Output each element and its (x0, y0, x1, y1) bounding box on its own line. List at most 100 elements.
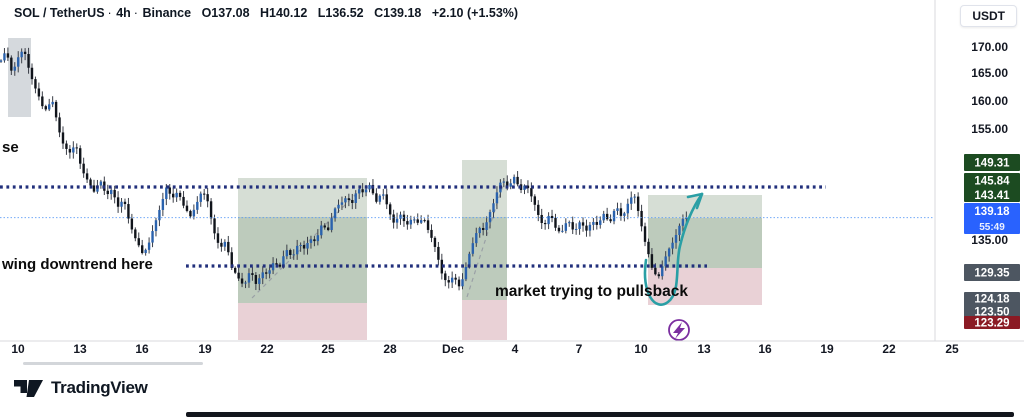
price-badge: 149.31 (964, 154, 1020, 171)
tradingview-logo[interactable]: TradingView (14, 378, 148, 398)
candle-down (202, 193, 206, 195)
chart-legend[interactable]: SOL / TetherUS · 4h · Binance O137.08 H140… (14, 6, 525, 20)
candle-down (134, 229, 137, 239)
candle-down (650, 254, 654, 268)
candle-up (602, 213, 605, 221)
candle-up (247, 273, 251, 283)
time-axis-label: 25 (945, 342, 959, 356)
candle-up (485, 222, 488, 231)
candle-down (388, 204, 392, 215)
tradingview-logo-icon (14, 379, 43, 397)
candle-up (337, 204, 340, 209)
candle-up (192, 209, 196, 217)
badge-price: 145.84 (974, 175, 1010, 187)
symbol-title[interactable]: SOL / TetherUS (14, 6, 105, 20)
dashed-trendline[interactable] (251, 189, 361, 299)
candle-down (326, 227, 330, 231)
candle-up (223, 241, 227, 247)
time-axis-label: 16 (135, 342, 149, 356)
candle-down (41, 96, 44, 107)
drawing-text-pullback[interactable]: market trying to pullsback (495, 283, 688, 300)
price-badge-bg (964, 316, 1020, 329)
candle-down (289, 250, 292, 255)
candle-up (344, 198, 347, 203)
candle-down (23, 51, 27, 54)
bottom-edge-bar (186, 412, 1014, 417)
candle-down (554, 218, 557, 228)
badge-price: 129.35 (974, 268, 1010, 280)
interval-label[interactable]: 4h (116, 6, 131, 20)
time-axis[interactable]: 10 13 16 19 22 25 28 Dec 4 7 10 13 16 19 22 25 (11, 342, 959, 356)
candle-up (419, 220, 423, 223)
candle-down (264, 272, 268, 274)
price-tick-label: 165.00 (971, 66, 1008, 80)
candle-down (585, 225, 588, 231)
time-axis-label: 19 (820, 342, 834, 356)
candle-down (426, 220, 430, 230)
candle-up (674, 234, 678, 243)
demand-zone-3-part (648, 195, 762, 218)
candle-up (626, 203, 630, 214)
candle-up (461, 279, 464, 287)
badge-price: 143.41 (974, 190, 1010, 202)
gray-consolidation[interactable] (8, 38, 31, 117)
candle-up (147, 242, 151, 250)
candle-down (27, 53, 30, 68)
ohlc-open: O137.08 (201, 6, 250, 20)
time-axis-label: 13 (697, 342, 711, 356)
candle-up (154, 220, 158, 232)
currency-unit-button[interactable]: USDT (960, 5, 1017, 27)
drawing-text-cut-left-top[interactable]: se (2, 139, 19, 156)
time-axis-label: 13 (73, 342, 87, 356)
candle-up (316, 235, 320, 242)
candle-down (481, 227, 485, 231)
candle-down (189, 210, 192, 217)
demand-zone-2-part (462, 300, 507, 340)
candle-up (285, 250, 289, 257)
candle-up (630, 197, 633, 204)
time-axis-label: Dec (442, 342, 464, 356)
price-axis[interactable]: 170.00 165.00 160.00 155.00 135.00 149.31 145.… (964, 40, 1020, 330)
candle-down (278, 264, 282, 267)
candle-up (165, 187, 168, 199)
candle-up (512, 176, 516, 184)
demand-zone-3[interactable] (648, 195, 762, 305)
candle-up (492, 203, 495, 213)
lightning-circle (668, 319, 690, 341)
candle-down (30, 67, 34, 80)
candle-up (354, 193, 357, 203)
demand-zone-3-part (648, 268, 762, 305)
candle-up (471, 243, 475, 254)
lightning-icon[interactable] (668, 319, 690, 341)
candle-down (79, 148, 82, 164)
candle-down (516, 176, 519, 185)
candle-down (571, 222, 574, 230)
candle-up (151, 231, 154, 243)
candle-down (65, 143, 68, 149)
demand-zone-2[interactable] (462, 160, 507, 340)
candle-down (116, 197, 120, 207)
ohlc-close: C139.18 (374, 6, 422, 20)
time-axis-label: 4 (512, 342, 519, 356)
candle-down (636, 196, 640, 211)
badge-price: 124.18 (974, 294, 1010, 306)
candle-down (385, 194, 388, 205)
drawing-text-downtrend[interactable]: wing downtrend here (2, 256, 153, 273)
candle-down (209, 201, 213, 219)
candle-down (123, 201, 127, 205)
candle-down (371, 184, 375, 194)
candle-up (547, 215, 550, 225)
pullback-arrow[interactable] (643, 192, 704, 306)
demand-zone-1[interactable] (238, 178, 367, 340)
price-badge: 129.35 (964, 264, 1020, 281)
candle-up (574, 228, 578, 230)
time-axis-label: 19 (198, 342, 212, 356)
candle-down (227, 241, 230, 253)
candle-up (368, 184, 371, 190)
candle-down (647, 241, 650, 255)
candle-up (48, 104, 51, 110)
candle-up (561, 230, 564, 232)
candle-up (478, 227, 481, 234)
